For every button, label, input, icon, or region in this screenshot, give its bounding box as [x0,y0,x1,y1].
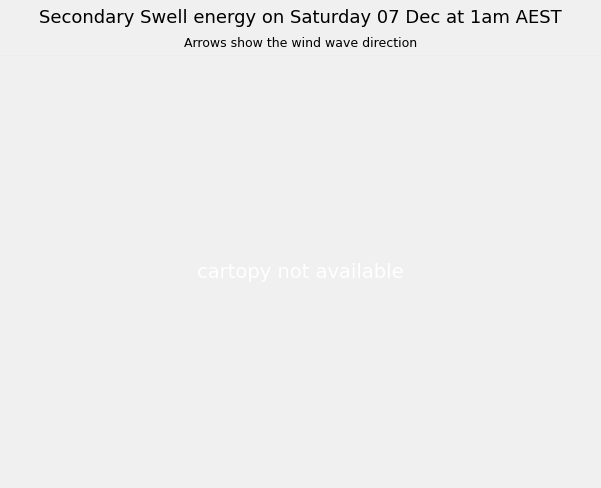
Text: Arrows show the wind wave direction: Arrows show the wind wave direction [184,37,417,50]
Text: Secondary Swell energy on Saturday 07 Dec at 1am AEST: Secondary Swell energy on Saturday 07 De… [39,9,562,27]
Text: cartopy not available: cartopy not available [197,263,404,282]
